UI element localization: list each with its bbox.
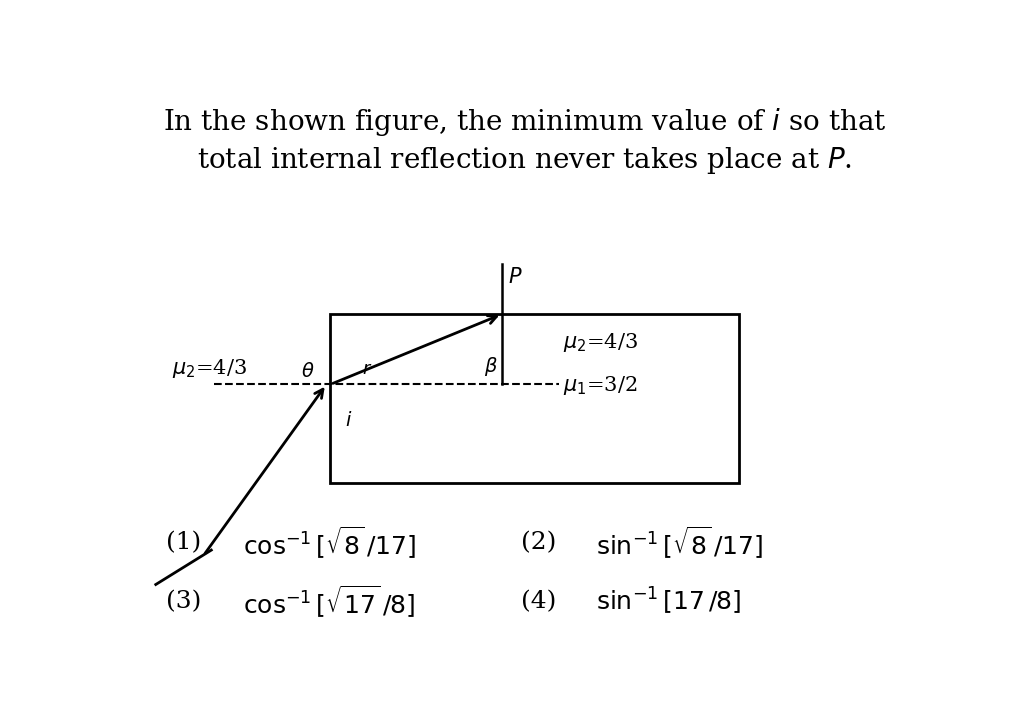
Text: $\theta$: $\theta$ (301, 362, 314, 381)
Text: $r$: $r$ (362, 360, 373, 378)
Text: $i$: $i$ (345, 411, 352, 430)
Text: (1): (1) (166, 531, 202, 554)
Text: $\mu_1$=3/2: $\mu_1$=3/2 (563, 373, 638, 397)
Text: (4): (4) (521, 590, 556, 614)
Text: $\sin^{-1}[\sqrt{8}\,/17]$: $\sin^{-1}[\sqrt{8}\,/17]$ (596, 525, 763, 561)
Text: $P$: $P$ (508, 267, 523, 287)
Text: $\cos^{-1}[\sqrt{17}\,/8]$: $\cos^{-1}[\sqrt{17}\,/8]$ (243, 583, 415, 620)
Text: total internal reflection never takes place at $P$.: total internal reflection never takes pl… (198, 145, 852, 176)
Text: $\mu_2$=4/3: $\mu_2$=4/3 (563, 332, 638, 355)
Text: (2): (2) (521, 531, 556, 554)
Text: In the shown figure, the minimum value of $i$ so that: In the shown figure, the minimum value o… (163, 106, 887, 138)
Text: (3): (3) (166, 590, 202, 614)
Text: $\cos^{-1}[\sqrt{8}\,/17]$: $\cos^{-1}[\sqrt{8}\,/17]$ (243, 525, 417, 561)
Text: $\mu_2$=4/3: $\mu_2$=4/3 (172, 357, 247, 380)
Text: $\sin^{-1}[17\,/8]$: $\sin^{-1}[17\,/8]$ (596, 586, 741, 617)
Text: $\beta$: $\beta$ (484, 355, 498, 378)
Bar (331, 314, 739, 484)
